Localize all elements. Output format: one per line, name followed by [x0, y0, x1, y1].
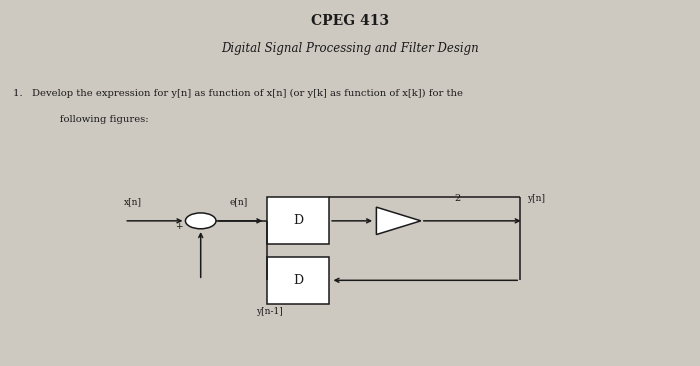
- Text: y[n-1]: y[n-1]: [256, 307, 283, 316]
- Text: following figures:: following figures:: [41, 115, 148, 123]
- Polygon shape: [377, 207, 421, 235]
- FancyBboxPatch shape: [267, 197, 329, 244]
- Text: +: +: [175, 223, 182, 231]
- FancyBboxPatch shape: [267, 257, 329, 304]
- Circle shape: [186, 213, 216, 229]
- Text: D: D: [293, 214, 303, 227]
- Text: 2: 2: [454, 194, 461, 203]
- Text: −: −: [199, 224, 206, 232]
- Text: e[n]: e[n]: [230, 197, 248, 206]
- Text: CPEG 413: CPEG 413: [311, 14, 389, 27]
- Text: x[n]: x[n]: [124, 197, 141, 206]
- Text: Digital Signal Processing and Filter Design: Digital Signal Processing and Filter Des…: [221, 42, 479, 55]
- Text: y[n]: y[n]: [527, 194, 545, 203]
- Text: 1.   Develop the expression for y[n] as function of x[n] (or y[k] as function of: 1. Develop the expression for y[n] as fu…: [13, 89, 463, 98]
- Text: D: D: [293, 274, 303, 287]
